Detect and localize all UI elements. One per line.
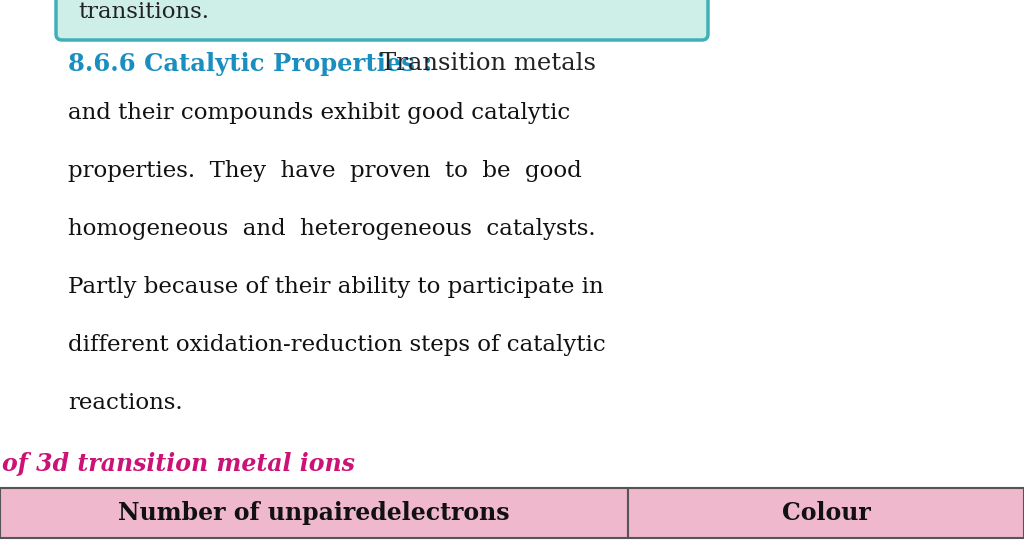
FancyBboxPatch shape [56, 0, 708, 40]
Text: different oxidation-reduction steps of catalytic: different oxidation-reduction steps of c… [68, 334, 606, 356]
Text: and their compounds exhibit good catalytic: and their compounds exhibit good catalyt… [68, 102, 570, 124]
Bar [628, 488, 1024, 538]
Bar [0, 488, 628, 538]
Text: homogeneous  and  heterogeneous  catalysts.: homogeneous and heterogeneous catalysts. [68, 218, 596, 240]
Text: Transition metals: Transition metals [380, 52, 596, 75]
Text: 8.6.6 Catalytic Properties :: 8.6.6 Catalytic Properties : [68, 52, 441, 76]
Text: reactions.: reactions. [68, 392, 182, 414]
Text: Colour: Colour [781, 501, 870, 525]
Text: of 3d transition metal ions: of 3d transition metal ions [2, 452, 355, 476]
Text: Number of unpairedelectrons: Number of unpairedelectrons [118, 501, 510, 525]
Text: transitions.: transitions. [78, 1, 209, 23]
Text: properties.  They  have  proven  to  be  good: properties. They have proven to be good [68, 160, 582, 182]
Text: Partly because of their ability to participate in: Partly because of their ability to parti… [68, 276, 603, 298]
